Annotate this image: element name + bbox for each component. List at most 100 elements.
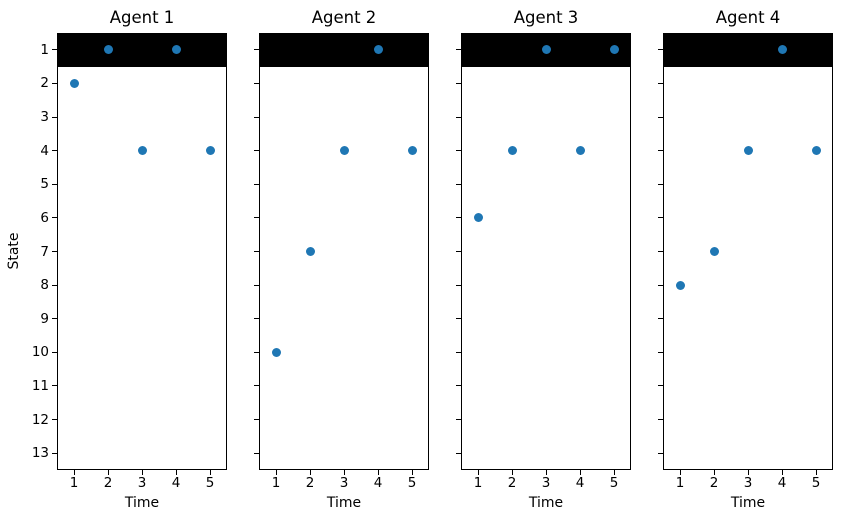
data-point <box>507 146 517 156</box>
y-tick <box>254 284 259 286</box>
x-tick-label: 4 <box>777 475 787 491</box>
y-tick-label: 8 <box>40 277 49 294</box>
x-axis-label-agent-1: Time <box>124 495 160 511</box>
data-point <box>373 45 383 55</box>
y-tick <box>456 419 461 421</box>
x-tick <box>511 470 513 475</box>
x-tick-label: 1 <box>69 475 79 491</box>
y-tick <box>658 318 663 320</box>
x-tick-label: 4 <box>171 475 181 491</box>
data-point <box>575 146 585 156</box>
x-tick-label: 5 <box>811 475 821 491</box>
x-tick <box>713 470 715 475</box>
x-axis-label-agent-2: Time <box>326 495 362 511</box>
x-tick-label: 5 <box>205 475 215 491</box>
y-tick <box>254 452 259 454</box>
y-tick <box>52 318 57 320</box>
y-tick <box>456 183 461 185</box>
y-tick-label: 5 <box>40 176 49 193</box>
x-tick-label: 2 <box>305 475 315 491</box>
data-point <box>609 45 619 55</box>
x-axis-label-agent-4: Time <box>730 495 766 511</box>
subplot-title-agent-3: Agent 3 <box>513 8 579 27</box>
y-tick <box>52 150 57 152</box>
data-point <box>473 213 483 223</box>
data-point <box>777 45 787 55</box>
y-tick <box>658 385 663 387</box>
y-tick <box>456 82 461 84</box>
y-tick <box>456 116 461 118</box>
x-tick-label: 1 <box>473 475 483 491</box>
y-tick <box>254 82 259 84</box>
x-tick-label: 3 <box>339 475 349 491</box>
y-tick <box>658 150 663 152</box>
data-point <box>541 45 551 55</box>
data-point <box>171 45 181 55</box>
x-tick <box>477 470 479 475</box>
y-tick <box>658 419 663 421</box>
y-tick <box>658 351 663 353</box>
y-tick <box>254 251 259 252</box>
y-tick <box>456 385 461 387</box>
y-tick <box>254 419 259 421</box>
x-tick-label: 1 <box>675 475 685 491</box>
x-tick-label: 4 <box>575 475 585 491</box>
y-tick <box>52 351 57 353</box>
data-point <box>811 146 821 156</box>
x-tick-label: 2 <box>507 475 517 491</box>
y-tick <box>52 49 57 51</box>
y-tick <box>52 116 57 118</box>
y-tick <box>456 452 461 454</box>
x-tick <box>343 470 345 475</box>
data-point <box>205 146 215 156</box>
x-tick <box>613 470 615 475</box>
x-tick-label: 3 <box>137 475 147 491</box>
x-tick <box>545 470 547 475</box>
data-point <box>305 247 315 256</box>
data-point <box>69 78 79 88</box>
x-tick <box>141 470 143 475</box>
y-tick <box>254 183 259 185</box>
y-tick <box>254 150 259 152</box>
data-point <box>137 146 147 156</box>
highlight-band-state-1 <box>664 34 832 67</box>
x-tick <box>579 470 581 475</box>
y-tick <box>52 284 57 286</box>
x-axis-label-agent-3: Time <box>528 495 564 511</box>
data-point <box>743 146 753 156</box>
y-tick <box>52 217 57 219</box>
y-tick-label: 9 <box>40 310 49 327</box>
y-tick-label: 2 <box>40 75 49 92</box>
plot-area-agent-2 <box>259 33 429 470</box>
highlight-band-state-1 <box>260 34 428 67</box>
y-tick <box>456 150 461 152</box>
plot-area-agent-4 <box>663 33 833 470</box>
x-tick <box>747 470 749 475</box>
subplot-title-agent-2: Agent 2 <box>311 8 377 27</box>
y-tick <box>254 385 259 387</box>
y-tick-label: 1 <box>40 41 49 58</box>
y-tick-label: 3 <box>40 109 49 126</box>
x-tick-label: 1 <box>271 475 281 491</box>
y-tick-label: 6 <box>40 209 49 226</box>
y-tick <box>52 183 57 185</box>
plot-area-agent-3 <box>461 33 631 470</box>
y-tick <box>52 452 57 454</box>
subplot-title-agent-4: Agent 4 <box>715 8 781 27</box>
y-tick <box>658 82 663 84</box>
x-tick <box>781 470 783 475</box>
x-tick-label: 3 <box>541 475 551 491</box>
y-tick-label: 4 <box>40 142 49 159</box>
x-tick <box>815 470 817 475</box>
data-point <box>339 146 349 156</box>
y-tick-label: 10 <box>31 344 49 361</box>
data-point <box>675 280 685 290</box>
x-tick <box>175 470 177 475</box>
y-tick <box>658 452 663 454</box>
y-tick <box>456 217 461 219</box>
y-tick <box>456 251 461 252</box>
y-tick <box>254 318 259 320</box>
x-tick-label: 3 <box>743 475 753 491</box>
y-tick <box>658 116 663 118</box>
